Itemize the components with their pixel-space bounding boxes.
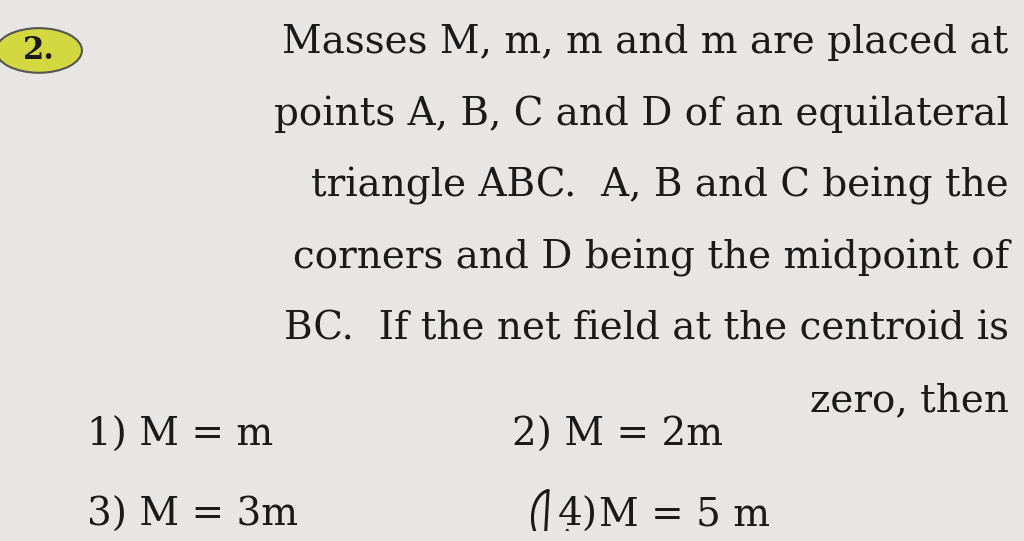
Text: 2.: 2. — [23, 35, 55, 66]
Text: 3) M = 3m: 3) M = 3m — [87, 497, 298, 533]
Text: triangle ABC.  A, B and C being the: triangle ABC. A, B and C being the — [311, 167, 1009, 205]
Text: M = 5 m: M = 5 m — [599, 497, 770, 533]
Text: points A, B, C and D of an equilateral: points A, B, C and D of an equilateral — [273, 96, 1009, 133]
Text: zero, then: zero, then — [810, 382, 1009, 419]
Text: BC.  If the net field at the centroid is: BC. If the net field at the centroid is — [284, 311, 1009, 348]
Text: Masses M, m, m and m are placed at: Masses M, m, m and m are placed at — [283, 24, 1009, 61]
Text: corners and D being the midpoint of: corners and D being the midpoint of — [293, 239, 1009, 277]
Circle shape — [0, 28, 82, 72]
Text: 4): 4) — [558, 497, 598, 533]
Text: 1) M = m: 1) M = m — [87, 417, 273, 454]
Text: 2) M = 2m: 2) M = 2m — [512, 417, 723, 454]
